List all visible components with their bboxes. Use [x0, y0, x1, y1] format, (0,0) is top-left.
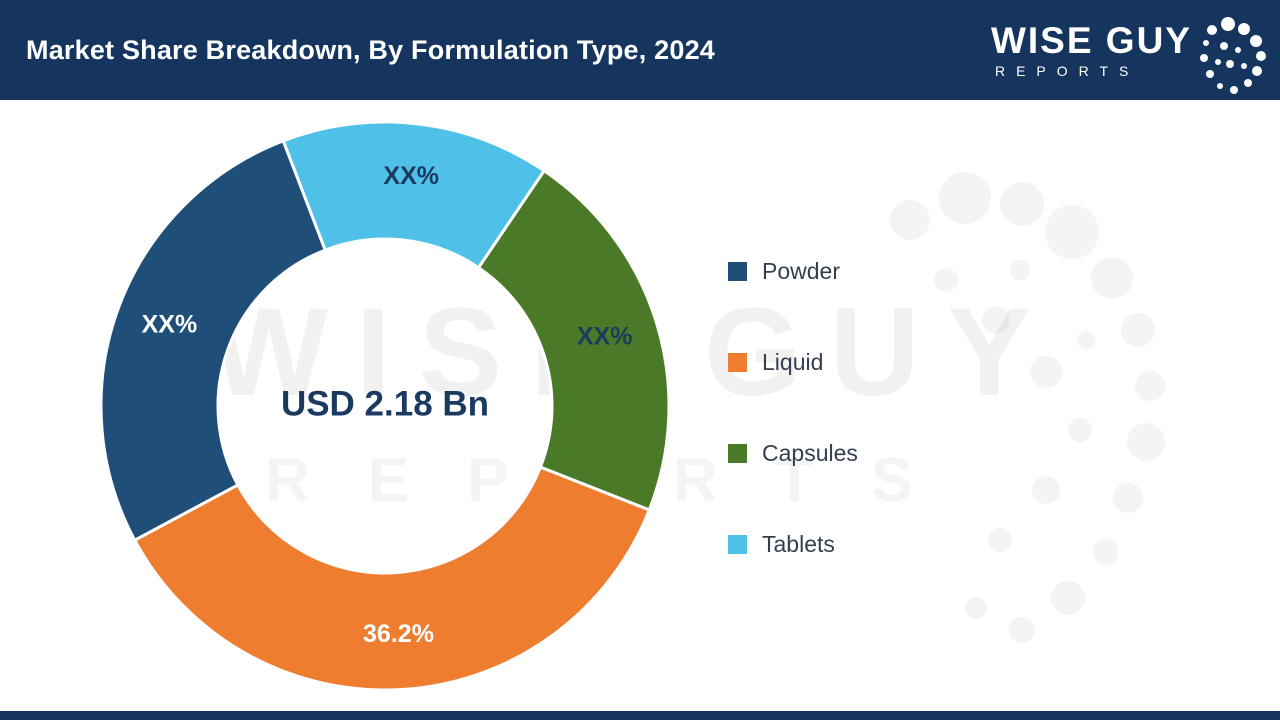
segment-label-tablets: XX%	[383, 162, 439, 190]
header-bar: Market Share Breakdown, By Formulation T…	[0, 0, 1280, 100]
brand-logo-subtext: REPORTS	[994, 62, 1140, 79]
legend-swatch-powder	[728, 262, 747, 281]
donut-center-label: USD 2.18 Bn	[281, 384, 489, 423]
legend-item-powder: Powder	[728, 258, 858, 285]
donut-segment-tablets	[281, 120, 547, 270]
legend-swatch-liquid	[728, 353, 747, 372]
donut-segment-liquid	[132, 465, 652, 692]
legend-item-capsules: Capsules	[728, 440, 858, 467]
legend-swatch-tablets	[728, 535, 747, 554]
page-title: Market Share Breakdown, By Formulation T…	[26, 34, 716, 65]
segment-label-capsules: XX%	[577, 323, 633, 351]
segment-label-powder: XX%	[142, 310, 198, 338]
chart-area: WISE GUY REPORTS XX%XX%36.2%XX% USD 2.18…	[0, 100, 1280, 712]
legend-label-tablets: Tablets	[762, 531, 835, 557]
segment-label-liquid: 36.2%	[363, 620, 434, 648]
donut-segment-capsules	[476, 168, 671, 512]
footer-bar	[0, 711, 1280, 720]
donut-segment-powder	[99, 138, 328, 543]
legend-item-tablets: Tablets	[728, 531, 858, 558]
legend-label-powder: Powder	[762, 258, 840, 284]
watermark-head-dots	[890, 172, 1165, 643]
donut-chart: XX% XX% 36.2% XX% USD 2.18 Bn	[99, 120, 671, 692]
legend-item-liquid: Liquid	[728, 349, 858, 376]
brand-logo-text: WISE GUY	[990, 19, 1192, 61]
brand-logo: WISE GUY REPORTS	[990, 16, 1266, 94]
logo-head-dots-icon	[1200, 16, 1266, 94]
legend-swatch-capsules	[728, 444, 747, 463]
legend-label-capsules: Capsules	[762, 440, 858, 466]
legend-label-liquid: Liquid	[762, 349, 824, 375]
chart-legend: Powder Liquid Capsules Tablets	[728, 258, 858, 558]
